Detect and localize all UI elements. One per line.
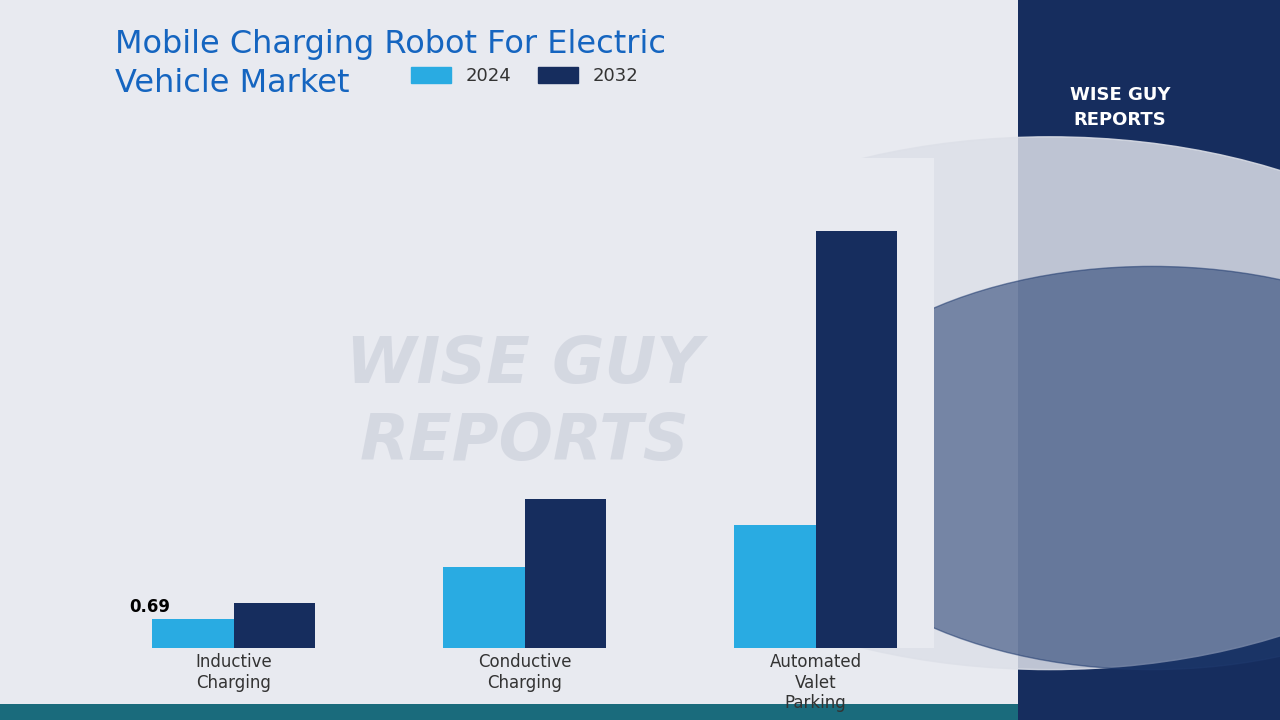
Bar [443,567,525,648]
Circle shape [794,266,1280,670]
Legend: 2024, 2032: 2024, 2032 [404,60,645,92]
Bar [735,525,815,648]
Text: WISE GUY
REPORTS: WISE GUY REPORTS [347,334,703,472]
Bar [152,618,234,648]
Text: 0.69: 0.69 [129,598,170,616]
Text: WISE GUY
REPORTS: WISE GUY REPORTS [1070,86,1170,130]
Bar [815,231,897,648]
Bar [234,603,315,648]
Circle shape [576,137,1280,670]
Text: Mobile Charging Robot For Electric
Vehicle Market: Mobile Charging Robot For Electric Vehic… [115,29,666,99]
Bar [525,499,607,648]
